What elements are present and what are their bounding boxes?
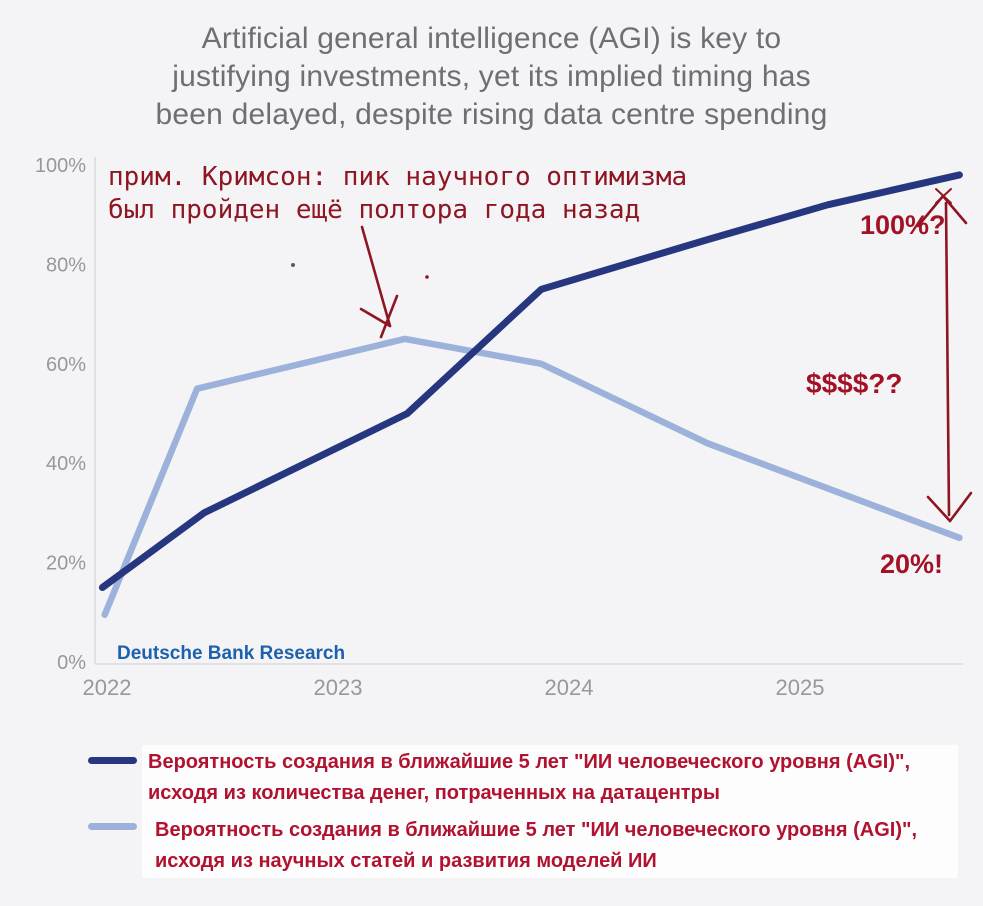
- vertical-double-arrow: [916, 194, 973, 523]
- legend-item-papers: Вероятность создания в ближайшие 5 лет "…: [155, 815, 917, 877]
- chart-title: Artificial general intelligence (AGI) is…: [0, 20, 983, 134]
- legend-marker-papers: [88, 823, 137, 830]
- annotation-label-20pct: 20%!: [880, 549, 944, 579]
- legend-item-line: Вероятность создания в ближайшие 5 лет "…: [155, 819, 918, 841]
- legend-item-line: Вероятность создания в ближайшие 5 лет "…: [148, 751, 911, 773]
- ink-dot: [425, 275, 429, 279]
- y-axis-tick-label: 60%: [46, 354, 86, 376]
- ink-dot: [291, 263, 295, 267]
- y-axis-tick-label: 20%: [46, 553, 86, 575]
- axis-tick-labels: 0% 20% 40% 60% 80% 100% 2022 2023 2024 2025: [35, 155, 825, 700]
- x-mark-icon: [935, 188, 952, 204]
- diagonal-arrow: [359, 225, 399, 339]
- chart-title-line: been delayed, despite rising data centre…: [155, 98, 828, 131]
- crimson-note-line: был пройден ещё полтора года назад: [108, 195, 641, 225]
- chart-title-line: justifying investments, yet its implied …: [172, 60, 811, 93]
- x-axis-tick-label: 2022: [83, 675, 132, 700]
- x-axis-tick-label: 2024: [545, 675, 594, 700]
- legend-background: [142, 745, 958, 878]
- annotation-arrows: [359, 188, 973, 523]
- y-axis-tick-label: 80%: [46, 254, 86, 276]
- legend-item-money: Вероятность создания в ближайшие 5 лет "…: [148, 747, 910, 809]
- legend-item-line: исходя из научных статей и развития моде…: [155, 850, 657, 872]
- crimson-note: прим. Кримсон: пик научного оптимизма бы…: [108, 161, 687, 227]
- line-chart: 0% 20% 40% 60% 80% 100% 2022 2023 2024 2025: [35, 155, 973, 700]
- x-axis-tick-label: 2025: [776, 675, 825, 700]
- chart-title-line: Artificial general intelligence (AGI) is…: [201, 22, 782, 55]
- source-credit: Deutsche Bank Research: [117, 643, 346, 664]
- x-axis-tick-label: 2023: [314, 675, 363, 700]
- y-axis-tick-label: 40%: [46, 453, 86, 475]
- annotation-label-100pct: 100%?: [860, 210, 946, 240]
- crimson-note-line: прим. Кримсон: пик научного оптимизма: [108, 162, 688, 192]
- annotation-label-money: $$$$??: [806, 368, 903, 399]
- legend-marker-money: [88, 757, 137, 764]
- series-line-money: [98, 171, 963, 591]
- legend-item-line: исходя из количества денег, потраченных …: [148, 782, 720, 804]
- y-axis-tick-label: 0%: [57, 652, 86, 674]
- y-axis-tick-label: 100%: [35, 155, 86, 177]
